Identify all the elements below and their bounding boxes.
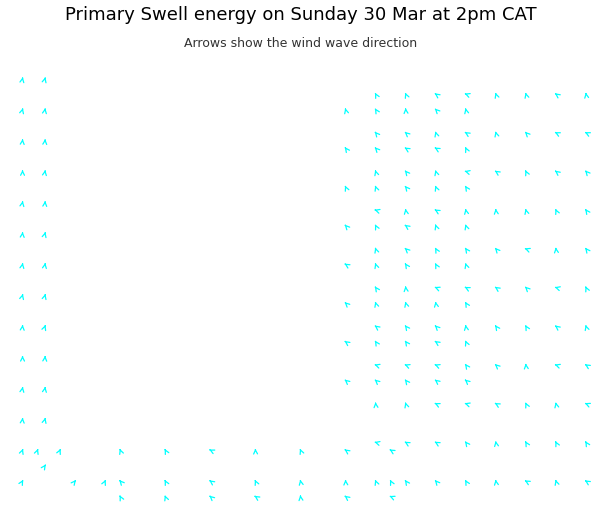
Text: Primary Swell energy on Sunday 30 Mar at 2pm CAT: Primary Swell energy on Sunday 30 Mar at… <box>65 7 536 25</box>
Text: Arrows show the wind wave direction: Arrows show the wind wave direction <box>184 37 417 50</box>
